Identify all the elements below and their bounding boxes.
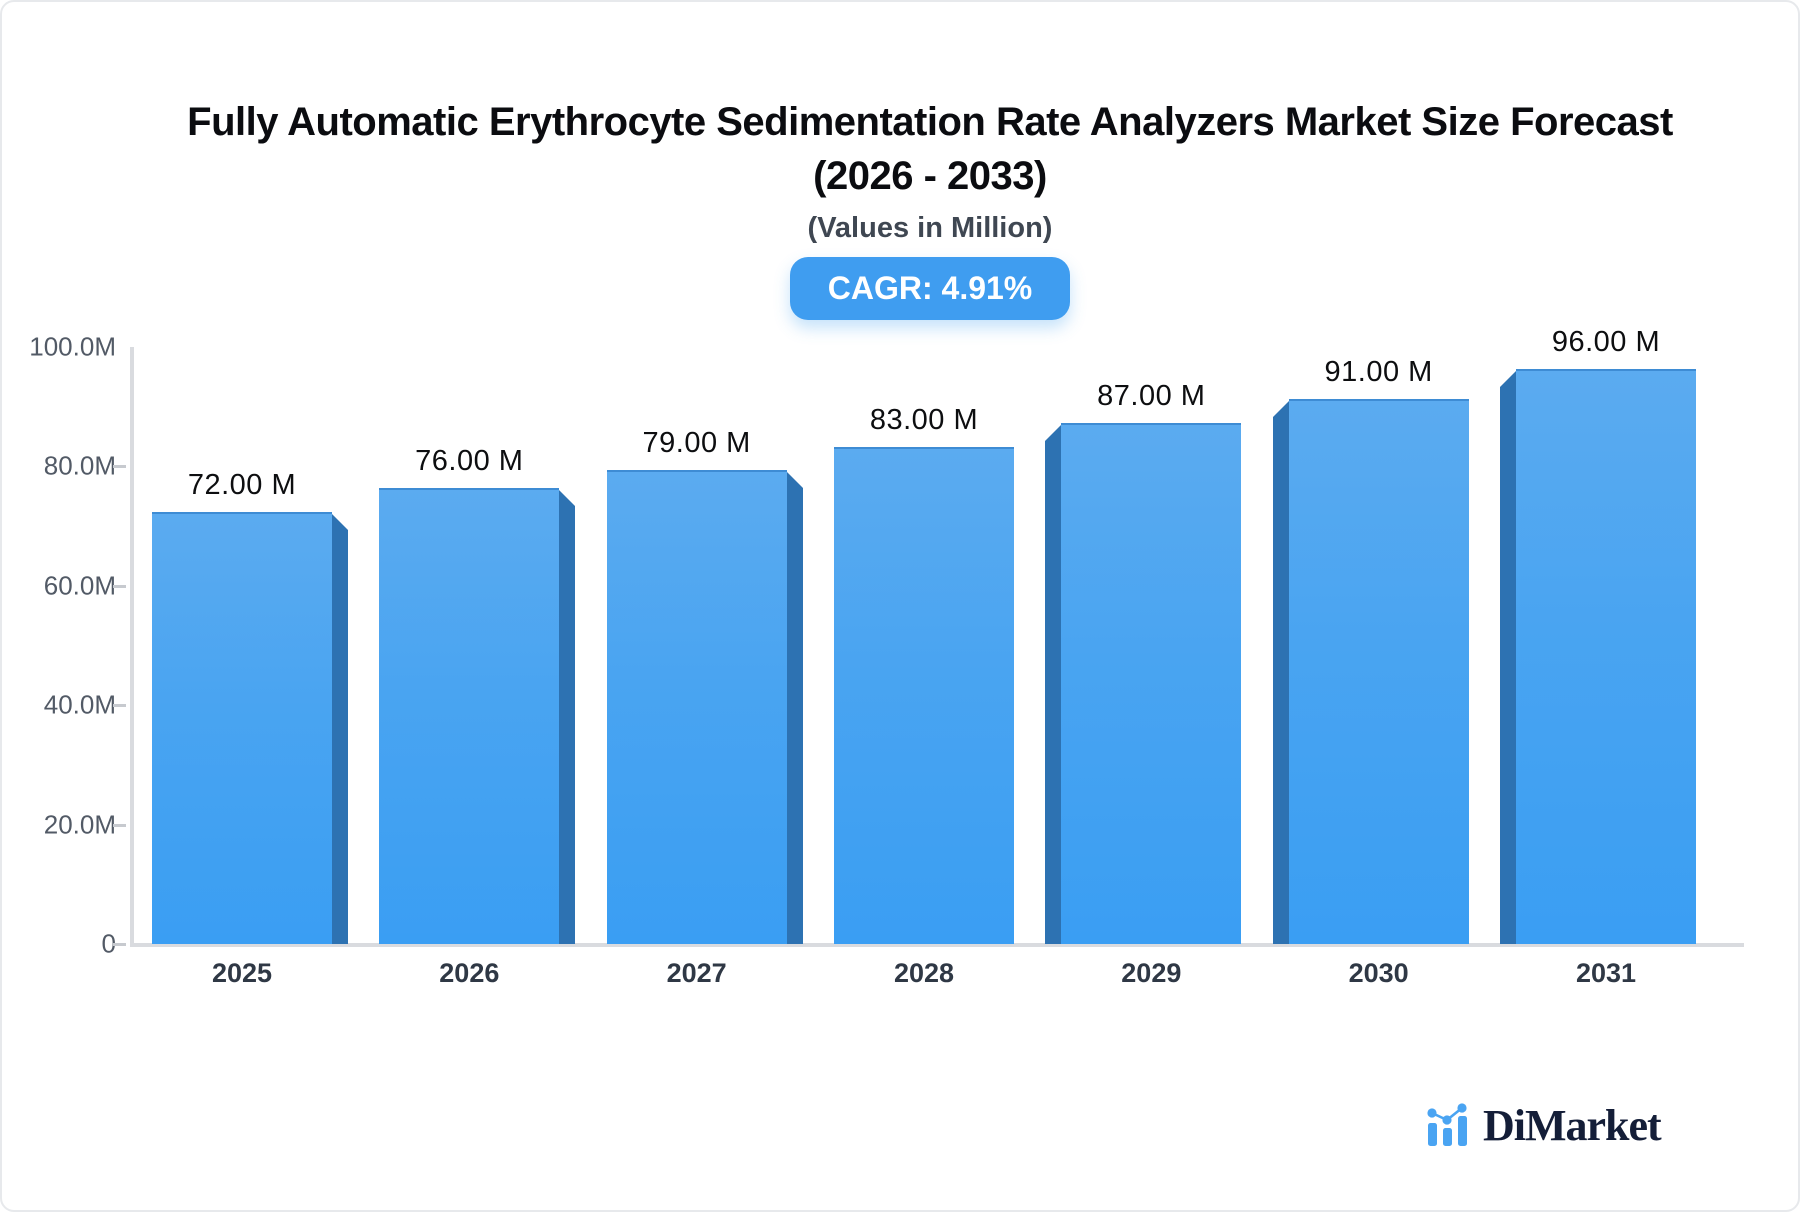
bar-2026 [379, 488, 576, 944]
y-tick-label: 40.0M [43, 689, 116, 720]
chart-subtitle: (Values in Million) [807, 212, 1053, 244]
cagr-badge: CAGR: 4.91% [789, 257, 1071, 320]
x-tick-label-2027: 2027 [666, 958, 727, 988]
chart-header: Fully Automatic Erythrocyte Sedimentatio… [58, 94, 1800, 320]
y-tick-label: 20.0M [43, 809, 116, 840]
y-axis-line [130, 347, 134, 947]
y-tick-mark [113, 823, 126, 827]
bar-2029 [1045, 422, 1242, 944]
bar-value-label: 79.00 M [642, 427, 751, 460]
bar-side-face [332, 514, 348, 944]
chart-title-line1: Fully Automatic Erythrocyte Sedimentatio… [187, 100, 1673, 144]
x-tick-label-2029: 2029 [1121, 958, 1182, 988]
bar-value-label: 83.00 M [869, 403, 979, 436]
y-tick-mark [113, 465, 126, 469]
chart-title-line2: (2026 - 2033) [813, 154, 1047, 198]
bar-2028 [833, 446, 1014, 944]
y-tick-mark [113, 704, 126, 708]
bar-2030 [1272, 398, 1469, 944]
y-tick-label: 0 [101, 928, 116, 959]
x-tick-label-2030: 2030 [1348, 958, 1409, 988]
x-tick-label-2025: 2025 [211, 958, 273, 988]
bar-side-face [559, 490, 576, 944]
y-tick-mark [113, 943, 126, 946]
x-tick-label-2026: 2026 [439, 958, 500, 988]
x-tick-label-2028: 2028 [893, 958, 955, 988]
brand-logo-text: DiMarket [1483, 1101, 1662, 1150]
bar-side-face [786, 472, 803, 944]
y-tick-label: 100.0M [29, 331, 116, 362]
brand-logo: DiMarket [1425, 1100, 1662, 1151]
bar-2027 [606, 470, 803, 944]
y-tick-label: 60.0M [43, 570, 116, 601]
bar-side-face [1499, 370, 1516, 944]
plot-area: 72.00 M 76.00 M 79.00 M 83.00 M 87.00 M 91.00… [2, 302, 1800, 944]
bar-value-label: 96.00 M [1551, 325, 1661, 358]
bar-value-label: 72.00 M [187, 469, 297, 502]
bar-value-label: 91.00 M [1324, 355, 1433, 388]
y-tick-label: 80.0M [43, 450, 116, 481]
bar-value-label: 76.00 M [415, 445, 524, 478]
bar-2031 [1499, 368, 1696, 944]
x-tick-label-2031: 2031 [1575, 958, 1637, 988]
bar-value-label: 87.00 M [1097, 379, 1206, 412]
bar-side-face [1045, 424, 1062, 944]
bar-chart-logo-icon [1425, 1102, 1471, 1149]
bar-side-face [1272, 400, 1289, 944]
x-axis-line [130, 943, 1744, 947]
bar-2025 [152, 512, 348, 944]
y-tick-mark [113, 584, 126, 588]
